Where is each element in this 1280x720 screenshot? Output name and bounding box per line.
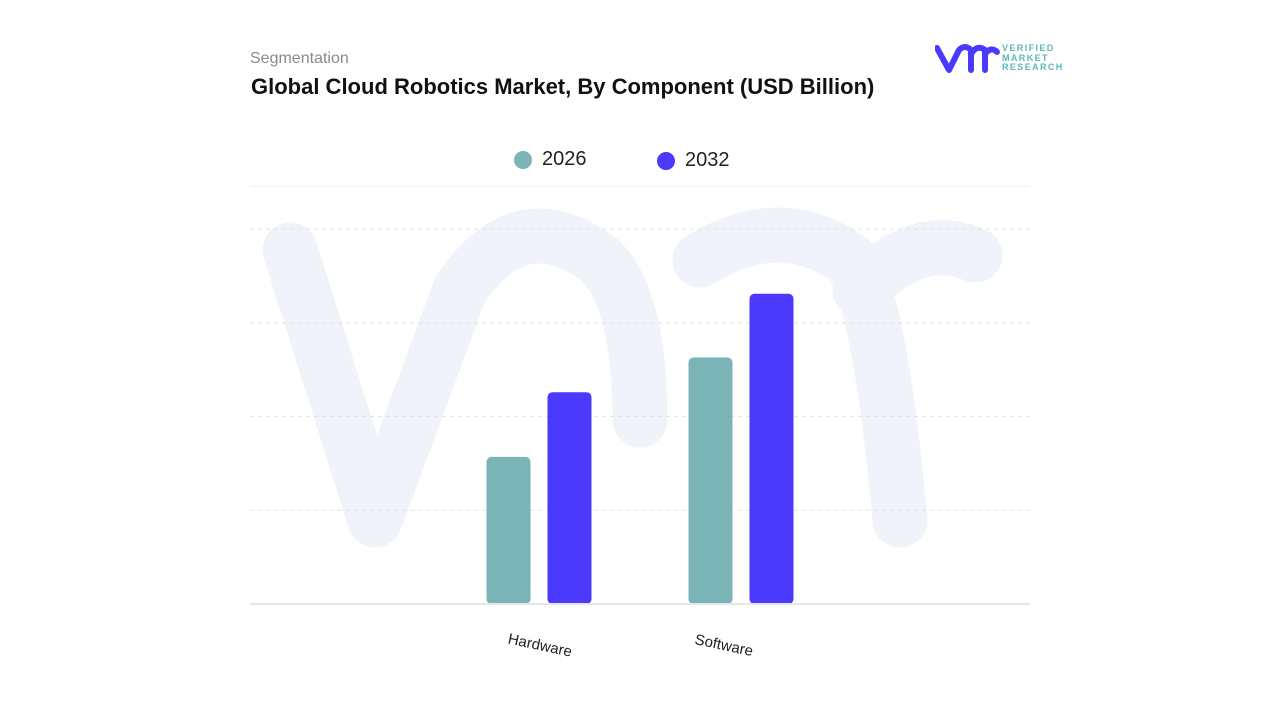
bar-software-2026 <box>688 357 733 604</box>
watermark-icon <box>262 207 1003 548</box>
bar-hardware-2032 <box>547 392 592 604</box>
x-tick-label-hardware: Hardware <box>506 631 573 661</box>
legend-dot-2032 <box>657 151 675 170</box>
legend-dot-2026 <box>514 150 532 169</box>
legend-item-2026[interactable]: 2026 <box>514 148 587 171</box>
chart-subtitle: Segmentation <box>250 50 349 67</box>
vmr-logo-icon <box>935 44 1000 73</box>
x-tick-label-software: Software <box>693 631 754 660</box>
bar-hardware-2026 <box>486 456 531 604</box>
chart-title: Global Cloud Robotics Market, By Compone… <box>251 74 875 99</box>
legend-item-2032[interactable]: 2032 <box>657 149 730 172</box>
legend-label-2032: 2032 <box>685 149 730 171</box>
legend-label-2026: 2026 <box>542 148 587 170</box>
legend: 2026 2032 <box>0 148 1280 174</box>
logo-text: VERIFIED MARKET RESEARCH <box>1002 43 1064 72</box>
bar-software-2032 <box>749 293 794 604</box>
